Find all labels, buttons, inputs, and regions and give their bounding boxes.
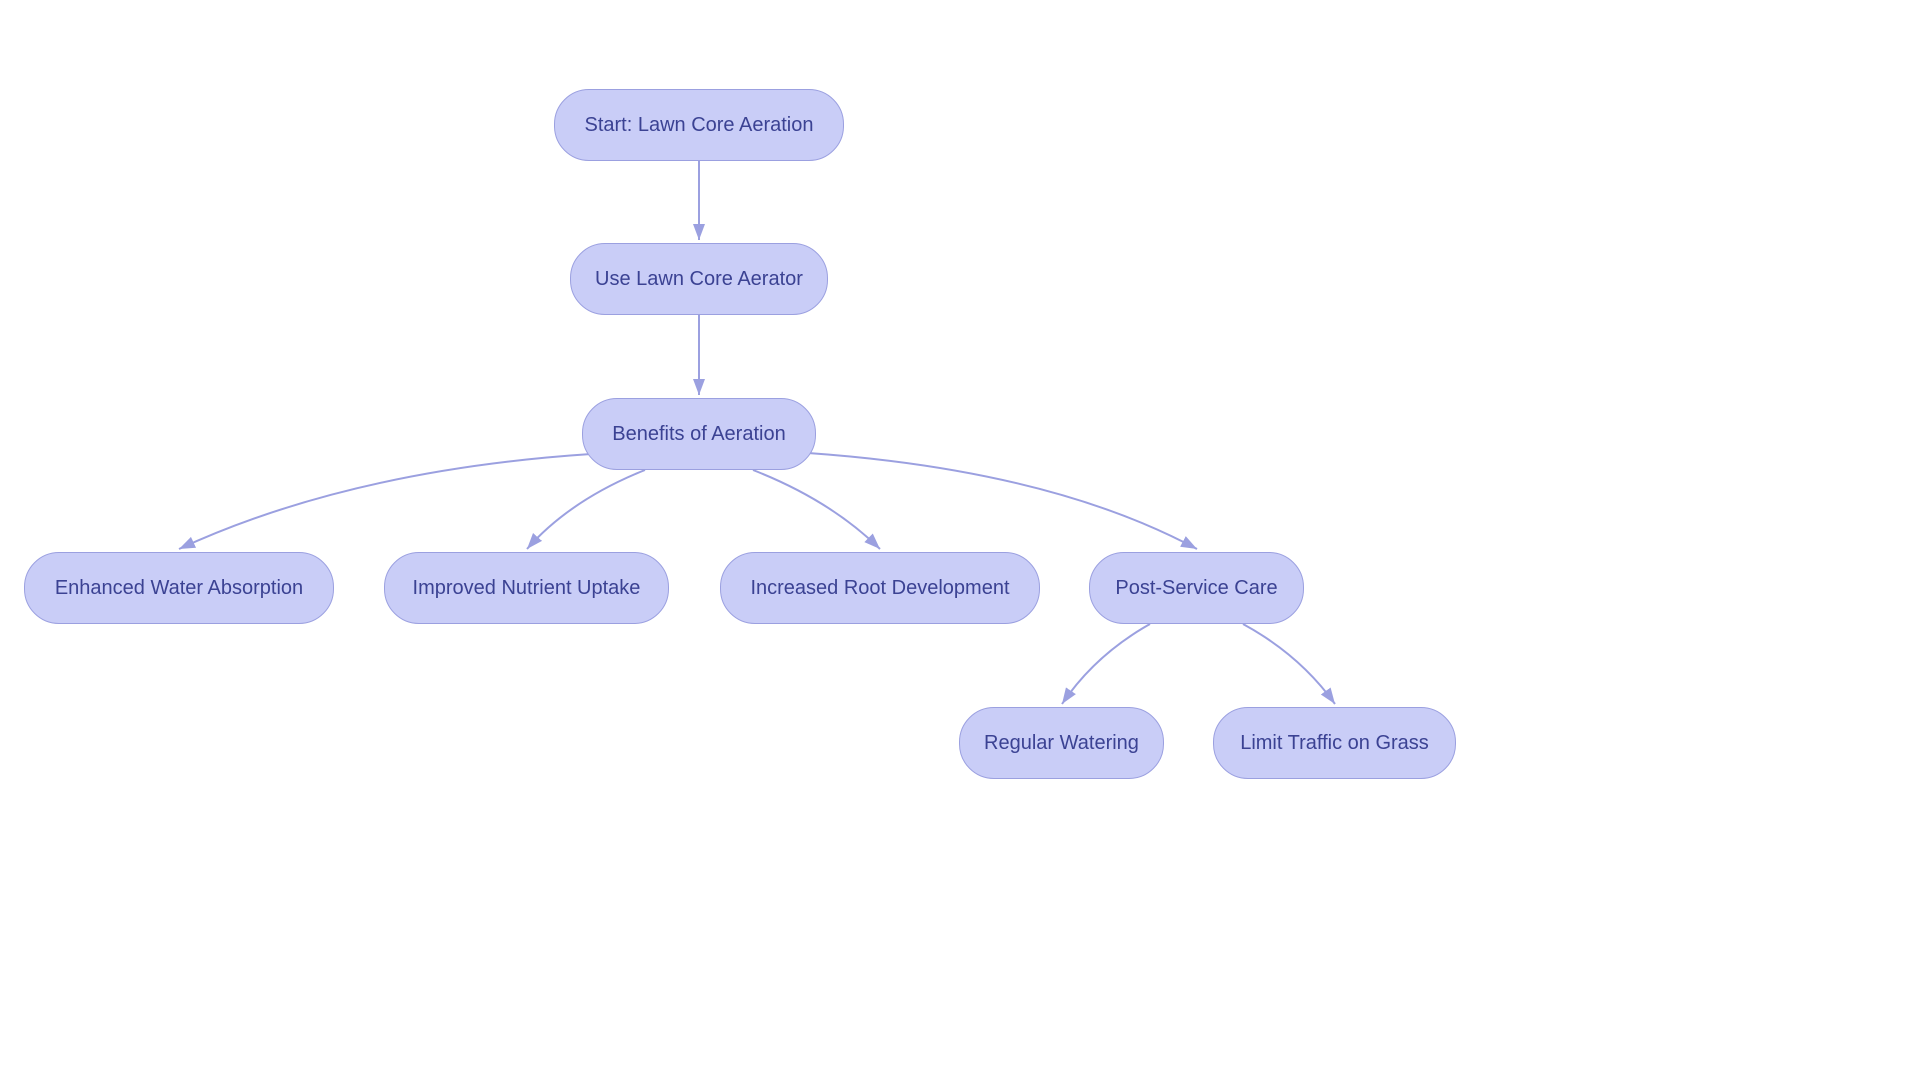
node-label: Benefits of Aeration bbox=[612, 423, 785, 446]
node-label: Improved Nutrient Uptake bbox=[413, 577, 641, 600]
edge-benefits-nutrient bbox=[527, 470, 645, 549]
node-watering: Regular Watering bbox=[959, 707, 1164, 779]
node-label: Limit Traffic on Grass bbox=[1240, 732, 1429, 755]
edge-benefits-water bbox=[179, 454, 591, 549]
node-label: Use Lawn Core Aerator bbox=[595, 268, 803, 291]
node-label: Regular Watering bbox=[984, 732, 1139, 755]
flowchart-edges bbox=[0, 0, 1920, 1083]
node-nutrient: Improved Nutrient Uptake bbox=[384, 552, 669, 624]
node-aerator: Use Lawn Core Aerator bbox=[570, 243, 828, 315]
node-traffic: Limit Traffic on Grass bbox=[1213, 707, 1456, 779]
node-root: Increased Root Development bbox=[720, 552, 1040, 624]
node-label: Increased Root Development bbox=[750, 577, 1009, 600]
edge-benefits-postcare bbox=[808, 453, 1197, 549]
edge-benefits-root bbox=[753, 470, 880, 549]
edge-postcare-traffic bbox=[1243, 624, 1335, 704]
node-benefits: Benefits of Aeration bbox=[582, 398, 816, 470]
node-label: Post-Service Care bbox=[1115, 577, 1277, 600]
node-start: Start: Lawn Core Aeration bbox=[554, 89, 844, 161]
node-label: Enhanced Water Absorption bbox=[55, 577, 303, 600]
node-water: Enhanced Water Absorption bbox=[24, 552, 334, 624]
edge-postcare-watering bbox=[1062, 624, 1150, 704]
node-postcare: Post-Service Care bbox=[1089, 552, 1304, 624]
node-label: Start: Lawn Core Aeration bbox=[584, 114, 813, 137]
